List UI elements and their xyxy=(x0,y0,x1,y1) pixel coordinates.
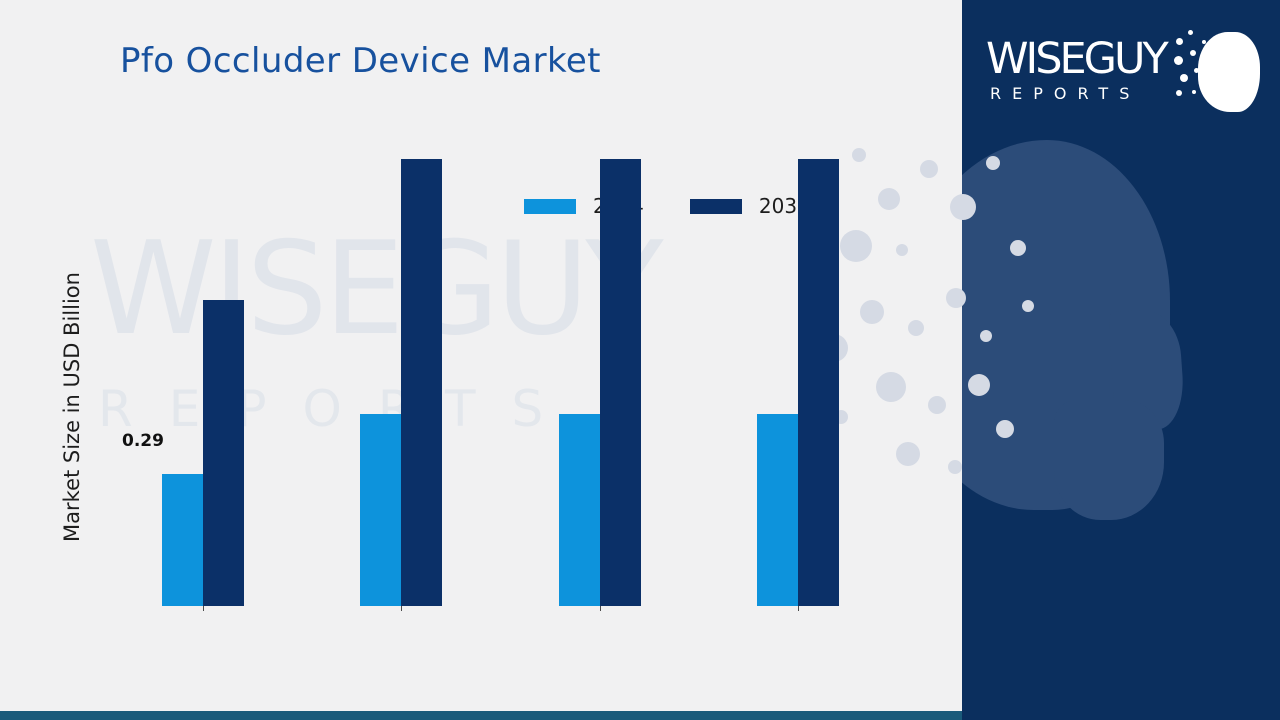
logo-subtitle: REPORTS xyxy=(990,84,1141,103)
bar-2032-nitinol[interactable] xyxy=(203,300,244,606)
legend-swatch-2024 xyxy=(524,198,576,214)
brand-logo[interactable]: WISEGUY REPORTS xyxy=(978,28,1268,114)
bar-2024-polyester[interactable] xyxy=(360,414,401,606)
bar-2024-nitinol[interactable] xyxy=(162,474,203,606)
x-axis-tick xyxy=(401,606,402,611)
bar-group: Polyurethane xyxy=(559,150,641,611)
logo-head-icon xyxy=(1174,28,1266,114)
bar-2024-polyurethane[interactable] xyxy=(559,414,600,606)
plot-area: 0.29Nitinol Polyester Polyurethane Polytetr… xyxy=(98,150,958,611)
footer-strip xyxy=(0,711,962,720)
x-axis-tick xyxy=(600,606,601,611)
x-axis-tick xyxy=(203,606,204,611)
bar-2032-polyurethane[interactable] xyxy=(600,159,641,606)
bar-value-label: 0.29 xyxy=(122,431,164,451)
head-chin-shape xyxy=(1054,400,1164,520)
bar-2024-polytetrafluoroethylene[interactable] xyxy=(757,414,798,606)
bar-2032-polytetrafluoroethylene[interactable] xyxy=(798,159,839,606)
brand-panel xyxy=(962,0,1280,720)
logo-wordmark: WISEGUY xyxy=(986,34,1169,84)
bar-group: 0.29Nitinol xyxy=(122,150,244,611)
x-axis-tick xyxy=(798,606,799,611)
legend-swatch-2032 xyxy=(689,198,742,214)
bar-2032-polyester[interactable] xyxy=(401,159,442,606)
y-axis-label: Market Size in USD Billion xyxy=(60,272,84,542)
bar-group: Polyester xyxy=(360,150,442,611)
chart-title: Pfo Occluder Device Market xyxy=(120,41,601,81)
bar-group: Polytetrafluoroethylene xyxy=(757,150,839,611)
